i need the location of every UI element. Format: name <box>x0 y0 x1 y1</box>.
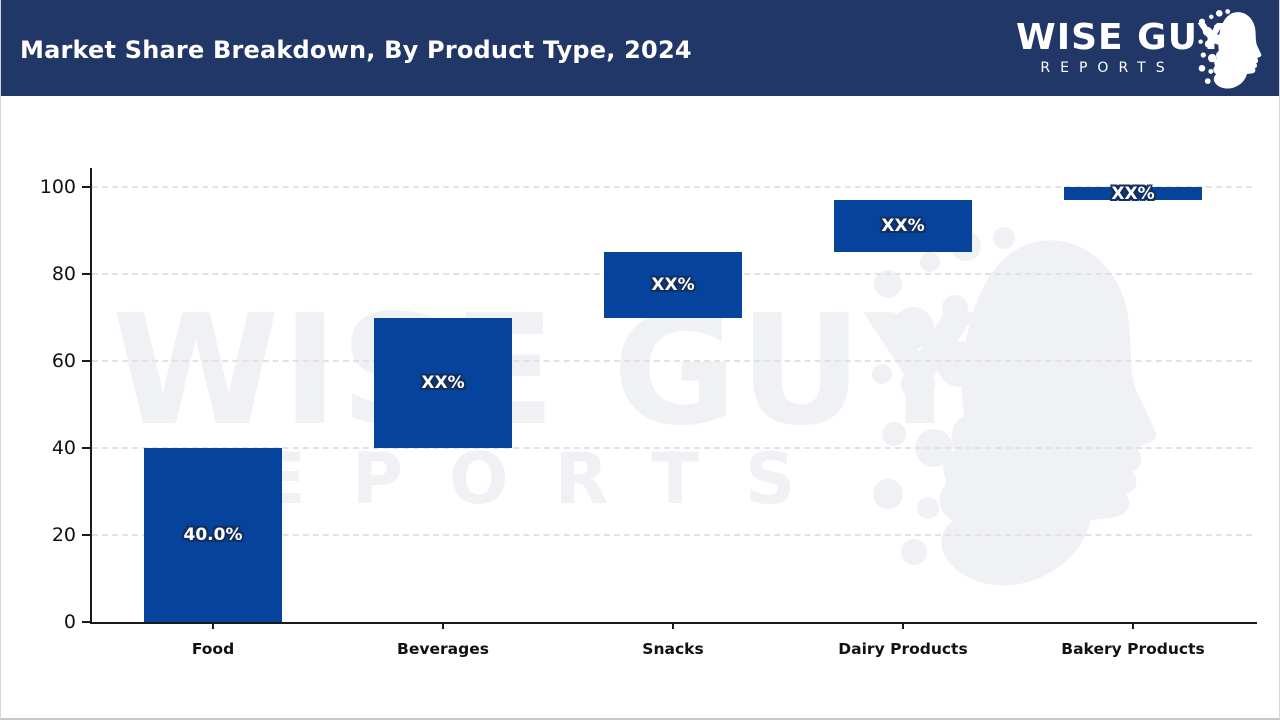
x-tick-4 <box>1132 622 1134 629</box>
brand-face-icon <box>1198 9 1262 89</box>
x-category-label-3: Dairy Products <box>838 640 968 658</box>
y-tick-label-40: 40 <box>51 437 76 459</box>
brand-logo-name: WISE GUY <box>1016 17 1226 58</box>
gridline-y100 <box>92 186 1252 188</box>
y-tick-label-100: 100 <box>39 176 76 198</box>
x-category-label-4: Bakery Products <box>1061 640 1205 658</box>
bar-dairy-products: XX% <box>834 200 972 253</box>
bar-beverages: XX% <box>374 317 512 448</box>
bar-value-label: XX% <box>1111 183 1155 204</box>
bar-snacks: XX% <box>604 252 742 318</box>
y-tick-80 <box>82 273 90 275</box>
brand-logo-subname: REPORTS <box>1040 60 1175 76</box>
x-tick-1 <box>442 622 444 629</box>
y-tick-label-60: 60 <box>51 350 76 372</box>
x-category-label-2: Snacks <box>642 640 704 658</box>
brand-logo-text: WISE GUY REPORTS <box>1016 17 1226 77</box>
x-tick-3 <box>902 622 904 629</box>
bar-value-label: 40.0% <box>183 525 243 545</box>
gridline-y40 <box>92 447 1252 449</box>
x-tick-0 <box>212 622 214 629</box>
y-tick-20 <box>82 534 90 536</box>
y-tick-60 <box>82 360 90 362</box>
x-category-label-0: Food <box>191 640 235 658</box>
x-tick-2 <box>672 622 674 629</box>
y-tick-100 <box>82 186 90 188</box>
bar-food: 40.0% <box>144 448 282 622</box>
bar-bakery-products: XX% <box>1064 184 1202 204</box>
bar-value-label: XX% <box>421 372 465 393</box>
y-tick-0 <box>82 621 90 623</box>
bar-value-label: XX% <box>651 274 695 295</box>
y-tick-label-20: 20 <box>51 524 76 546</box>
y-tick-label-80: 80 <box>51 263 76 285</box>
bar-value-label: XX% <box>881 216 925 237</box>
chart-plot-area: 0 20 40 60 80 100 40.0% Food XX% Beverages XX% Snac… <box>40 168 1257 658</box>
y-tick-label-0: 0 <box>63 611 76 633</box>
page-title: Market Share Breakdown, By Product Type,… <box>20 36 692 64</box>
gridline-y20 <box>92 534 1252 536</box>
y-tick-40 <box>82 447 90 449</box>
x-category-label-1: Beverages <box>397 640 489 658</box>
header-bar: Market Share Breakdown, By Product Type,… <box>0 0 1280 96</box>
gridline-y60 <box>92 360 1252 362</box>
brand-logo: WISE GUY REPORTS <box>1016 4 1266 94</box>
